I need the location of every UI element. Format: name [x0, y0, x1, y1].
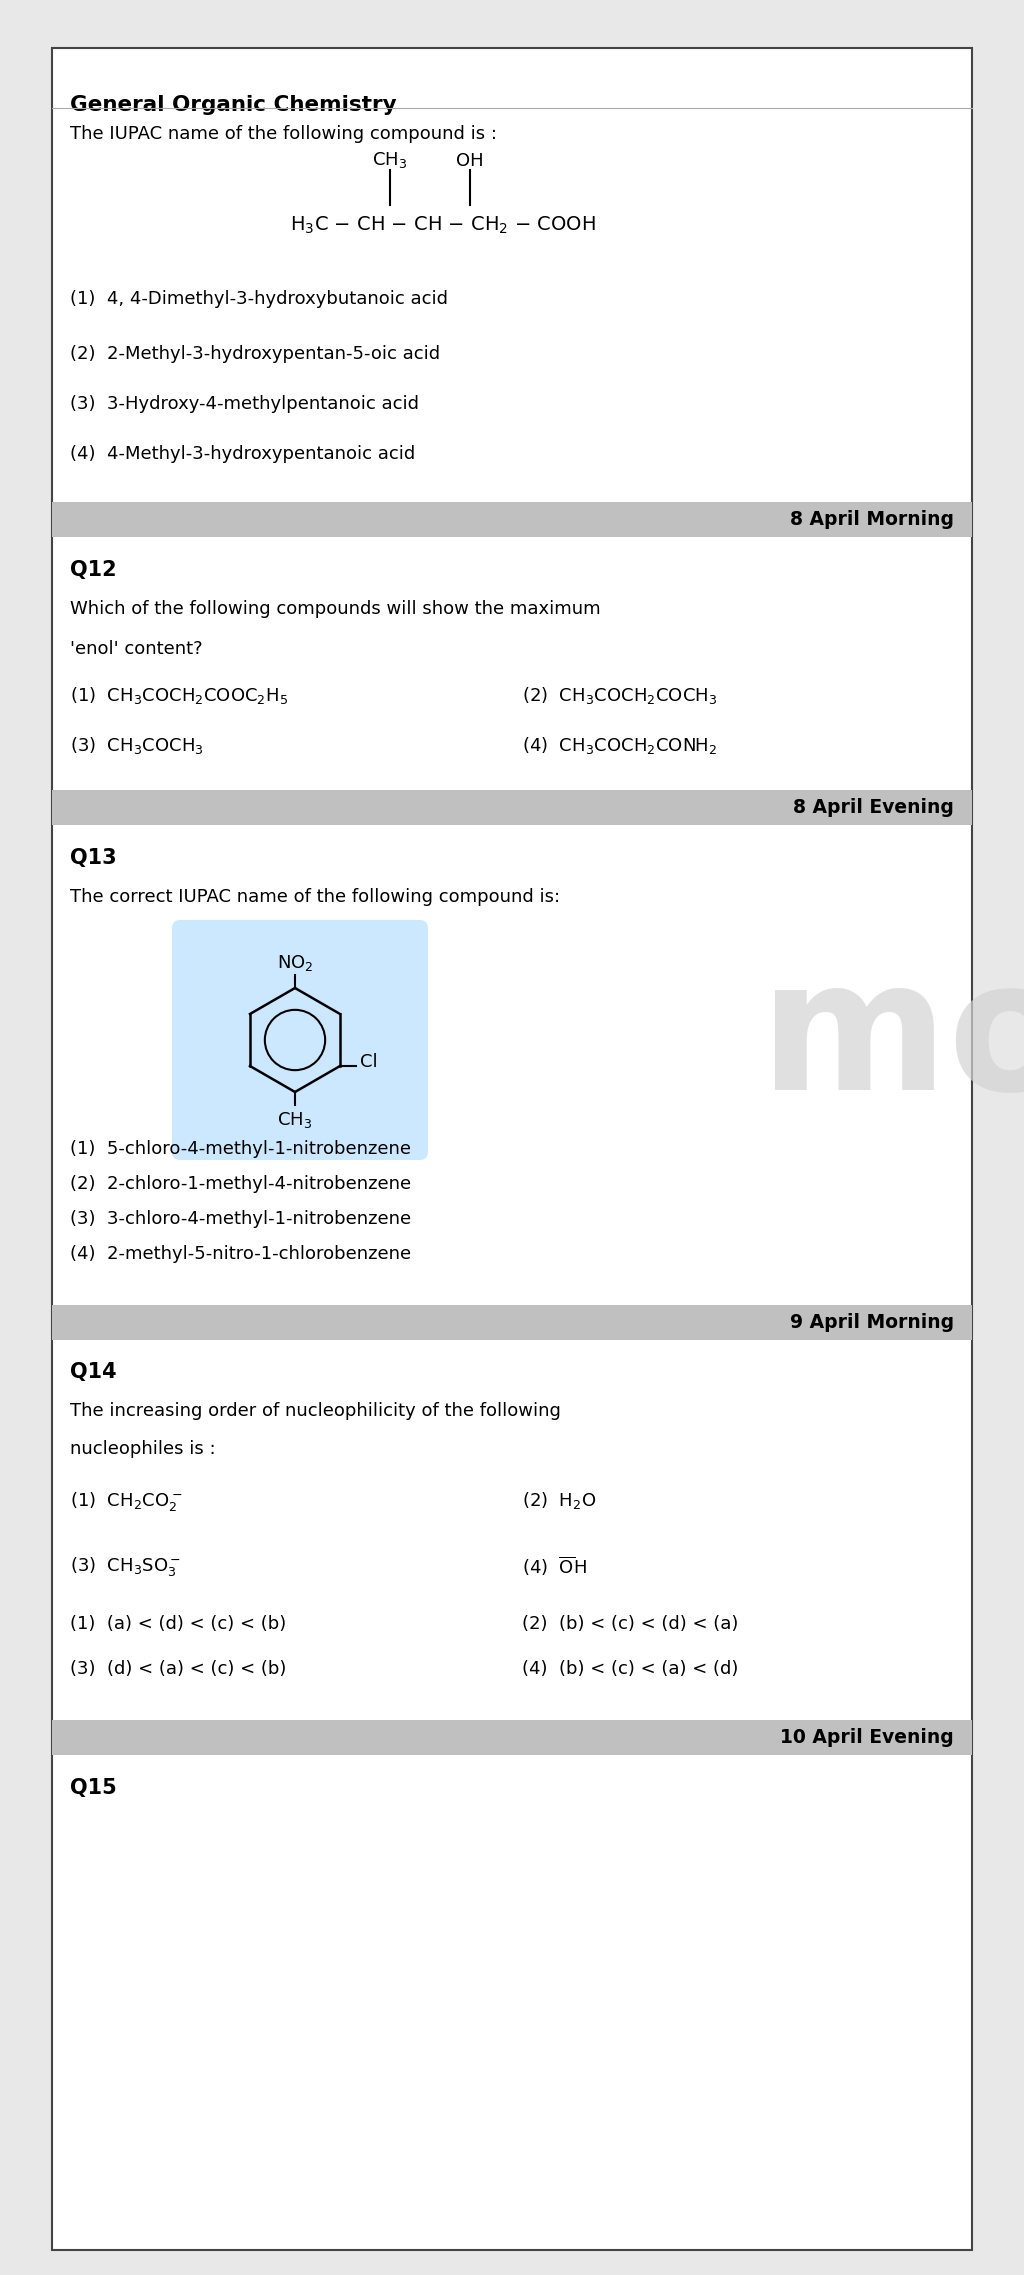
Text: CH$_3$: CH$_3$ — [278, 1110, 312, 1131]
Text: 10 April Evening: 10 April Evening — [780, 1729, 954, 1747]
Text: (2)  (b) < (c) < (d) < (a): (2) (b) < (c) < (d) < (a) — [522, 1615, 738, 1633]
FancyBboxPatch shape — [172, 919, 428, 1160]
Text: 8 April Evening: 8 April Evening — [794, 799, 954, 817]
Text: The increasing order of nucleophilicity of the following: The increasing order of nucleophilicity … — [70, 1401, 561, 1420]
Text: (3)  (d) < (a) < (c) < (b): (3) (d) < (a) < (c) < (b) — [70, 1661, 287, 1679]
Text: Q12: Q12 — [70, 560, 117, 580]
Text: (1)  CH$_3$COCH$_2$COOC$_2$H$_5$: (1) CH$_3$COCH$_2$COOC$_2$H$_5$ — [70, 685, 288, 705]
Text: (2)  2-Methyl-3-hydroxypentan-5-oic acid: (2) 2-Methyl-3-hydroxypentan-5-oic acid — [70, 346, 440, 364]
FancyBboxPatch shape — [52, 1720, 972, 1754]
FancyBboxPatch shape — [52, 48, 972, 2250]
FancyBboxPatch shape — [52, 1306, 972, 1340]
Text: nucleophiles is :: nucleophiles is : — [70, 1440, 216, 1458]
Text: CH$_3$: CH$_3$ — [373, 150, 408, 171]
Text: Q13: Q13 — [70, 849, 117, 869]
Text: OH: OH — [456, 152, 483, 171]
Text: (4)  2-methyl-5-nitro-1-chlorobenzene: (4) 2-methyl-5-nitro-1-chlorobenzene — [70, 1244, 411, 1263]
Text: (2)  CH$_3$COCH$_2$COCH$_3$: (2) CH$_3$COCH$_2$COCH$_3$ — [522, 685, 717, 705]
Text: (4)  CH$_3$COCH$_2$CONH$_2$: (4) CH$_3$COCH$_2$CONH$_2$ — [522, 735, 717, 755]
Text: (2)  2-chloro-1-methyl-4-nitrobenzene: (2) 2-chloro-1-methyl-4-nitrobenzene — [70, 1174, 411, 1192]
Text: NO$_2$: NO$_2$ — [276, 953, 313, 974]
Text: mo: mo — [760, 951, 1024, 1128]
Text: Q14: Q14 — [70, 1363, 117, 1381]
Text: (1)  5-chloro-4-methyl-1-nitrobenzene: (1) 5-chloro-4-methyl-1-nitrobenzene — [70, 1140, 411, 1158]
Text: (4)  (b) < (c) < (a) < (d): (4) (b) < (c) < (a) < (d) — [522, 1661, 738, 1679]
Text: (1)  (a) < (d) < (c) < (b): (1) (a) < (d) < (c) < (b) — [70, 1615, 287, 1633]
Text: (3)  3-Hydroxy-4-methylpentanoic acid: (3) 3-Hydroxy-4-methylpentanoic acid — [70, 396, 419, 414]
Text: Cl: Cl — [360, 1053, 378, 1072]
Text: The IUPAC name of the following compound is :: The IUPAC name of the following compound… — [70, 125, 497, 143]
Text: (3)  CH$_3$COCH$_3$: (3) CH$_3$COCH$_3$ — [70, 735, 204, 755]
Text: 8 April Morning: 8 April Morning — [790, 510, 954, 530]
Text: (3)  3-chloro-4-methyl-1-nitrobenzene: (3) 3-chloro-4-methyl-1-nitrobenzene — [70, 1210, 411, 1228]
FancyBboxPatch shape — [52, 789, 972, 826]
Text: (1)  4, 4-Dimethyl-3-hydroxybutanoic acid: (1) 4, 4-Dimethyl-3-hydroxybutanoic acid — [70, 289, 449, 307]
Text: H$_3$C $-$ CH $-$ CH $-$ CH$_2$ $-$ COOH: H$_3$C $-$ CH $-$ CH $-$ CH$_2$ $-$ COOH — [290, 216, 596, 237]
Text: 9 April Morning: 9 April Morning — [790, 1313, 954, 1331]
Text: (2)  H$_2$O: (2) H$_2$O — [522, 1490, 596, 1511]
Text: The correct IUPAC name of the following compound is:: The correct IUPAC name of the following … — [70, 887, 560, 905]
Text: Q15: Q15 — [70, 1779, 117, 1797]
Text: Which of the following compounds will show the maximum: Which of the following compounds will sh… — [70, 601, 601, 619]
Text: General Organic Chemistry: General Organic Chemistry — [70, 96, 396, 116]
Text: (4)  4-Methyl-3-hydroxypentanoic acid: (4) 4-Methyl-3-hydroxypentanoic acid — [70, 446, 416, 464]
Text: (3)  CH$_3$SO$_3^-$: (3) CH$_3$SO$_3^-$ — [70, 1556, 181, 1579]
Text: 'enol' content?: 'enol' content? — [70, 639, 203, 657]
Text: (1)  CH$_2$CO$_2^-$: (1) CH$_2$CO$_2^-$ — [70, 1490, 182, 1513]
Text: (4)  $\overline{\rm O}$H: (4) $\overline{\rm O}$H — [522, 1556, 587, 1579]
FancyBboxPatch shape — [52, 503, 972, 537]
